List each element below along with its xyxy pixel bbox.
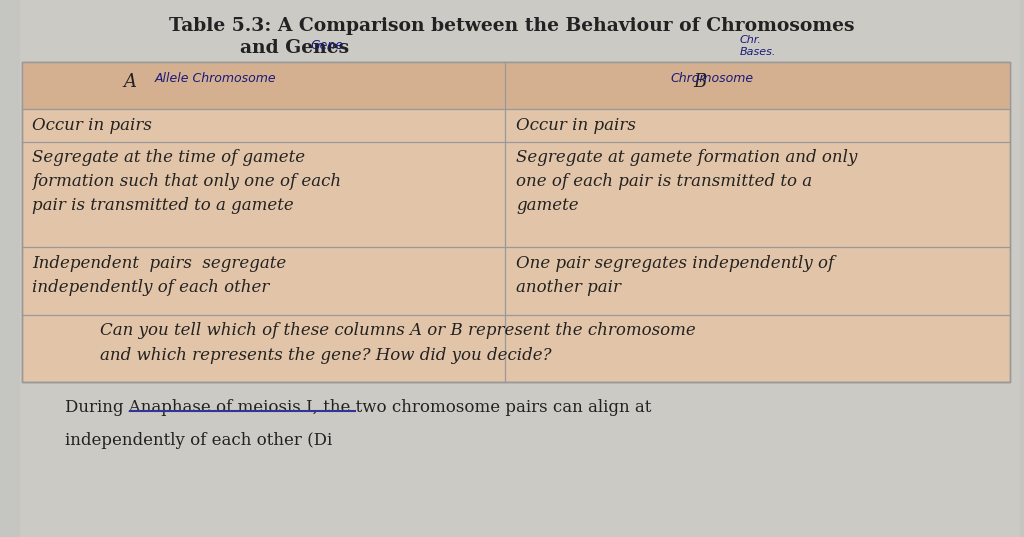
Text: Table 5.3: A Comparison between the Behaviour of Chromosomes: Table 5.3: A Comparison between the Beha… (169, 17, 855, 35)
Text: During Anaphase of meiosis I, the two chromosome pairs can align at: During Anaphase of meiosis I, the two ch… (65, 399, 651, 416)
Text: Segregate at the time of gamete
formation such that only one of each
pair is tra: Segregate at the time of gamete formatio… (32, 149, 341, 214)
FancyBboxPatch shape (22, 62, 1010, 109)
Text: Bases.: Bases. (740, 47, 776, 57)
FancyBboxPatch shape (22, 62, 1010, 382)
Text: Chr.: Chr. (740, 35, 762, 45)
FancyBboxPatch shape (20, 0, 1020, 537)
Text: and Genes: and Genes (241, 39, 349, 57)
Text: independently of each other (Di: independently of each other (Di (65, 432, 332, 449)
Text: Gene: Gene (310, 39, 343, 52)
Text: Occur in pairs: Occur in pairs (516, 117, 636, 134)
Text: Allele Chromosome: Allele Chromosome (155, 72, 276, 85)
Text: A: A (124, 73, 136, 91)
Text: Can you tell which of these columns A or B represent the chromosome
and which re: Can you tell which of these columns A or… (100, 322, 695, 364)
Text: Chromosome: Chromosome (670, 72, 753, 85)
Text: Segregate at gamete formation and only
one of each pair is transmitted to a
game: Segregate at gamete formation and only o… (516, 149, 857, 214)
Text: Occur in pairs: Occur in pairs (32, 117, 152, 134)
Text: One pair segregates independently of
another pair: One pair segregates independently of ano… (516, 255, 835, 296)
Text: B: B (693, 73, 707, 91)
Text: Independent  pairs  segregate
independently of each other: Independent pairs segregate independentl… (32, 255, 287, 296)
